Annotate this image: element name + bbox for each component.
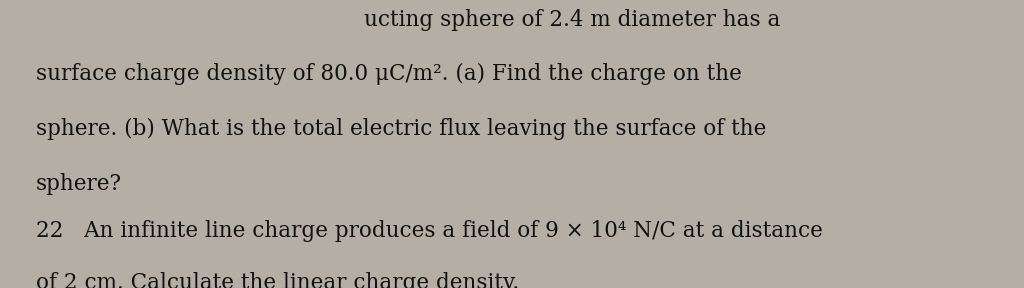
Text: surface charge density of 80.0 μC/m². (a) Find the charge on the: surface charge density of 80.0 μC/m². (a…: [36, 63, 741, 86]
Text: 22   An infinite line charge produces a field of 9 × 10⁴ N/C at a distance: 22 An infinite line charge produces a fi…: [36, 220, 822, 242]
Text: sphere?: sphere?: [36, 173, 122, 195]
Text: of 2 cm. Calculate the linear charge density.: of 2 cm. Calculate the linear charge den…: [36, 272, 519, 288]
Text: ucting sphere of 2.4 m diameter has a: ucting sphere of 2.4 m diameter has a: [364, 9, 780, 31]
Text: sphere. (b) What is the total electric flux leaving the surface of the: sphere. (b) What is the total electric f…: [36, 118, 766, 140]
